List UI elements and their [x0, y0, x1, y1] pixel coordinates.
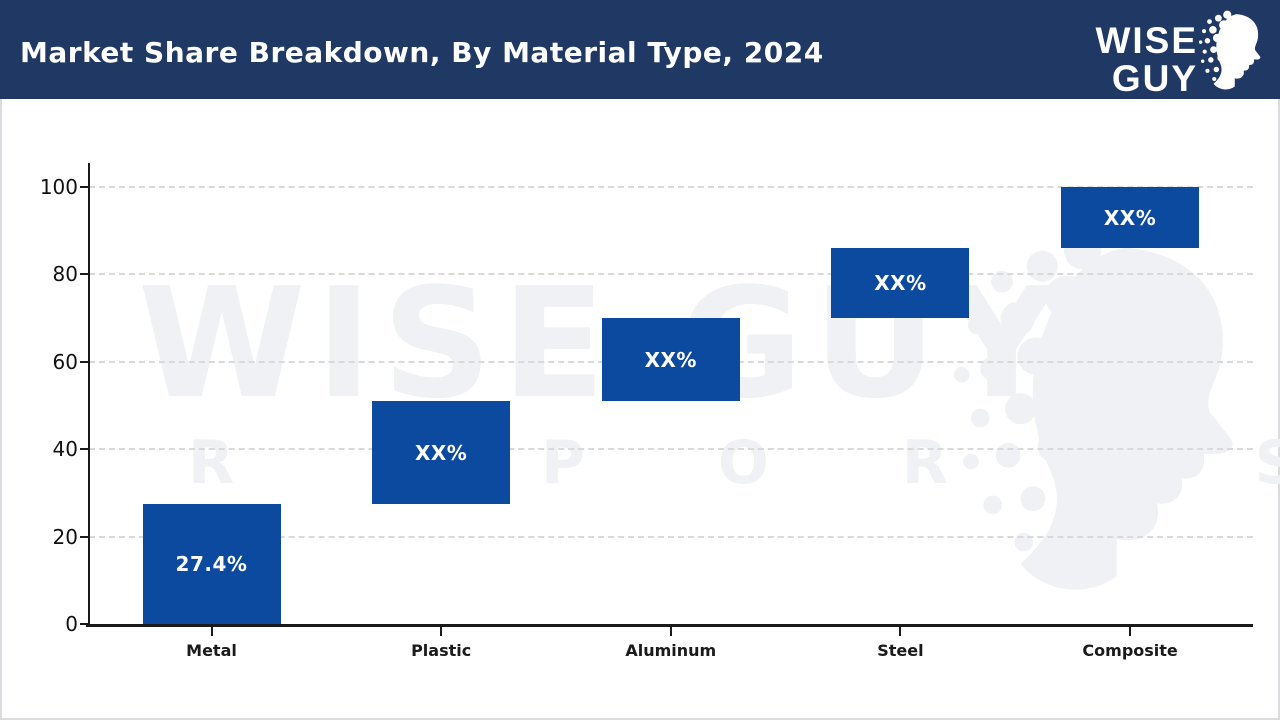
category-label-composite: Composite [1082, 641, 1178, 660]
x-tick-metal [210, 627, 213, 636]
bar-aluminum: XX% [601, 318, 740, 402]
logo-wordmark: WISE GUY [1095, 20, 1198, 99]
y-tick-label-60: 60 [52, 349, 78, 374]
logo-text: WISE GUY REPORTS [1006, 22, 1198, 116]
bar-steel: XX% [831, 248, 970, 319]
bar-value-label: XX% [1103, 205, 1157, 230]
header-bar: Market Share Breakdown, By Material Type… [0, 0, 1280, 115]
y-tick-0 [80, 623, 88, 625]
y-tick-20 [80, 535, 88, 538]
y-tick-label-0: 0 [65, 612, 78, 636]
bar-value-label: XX% [874, 271, 927, 296]
x-tick-plastic [440, 627, 443, 636]
x-axis-line [86, 624, 1253, 627]
x-tick-steel [899, 627, 902, 636]
y-tick-label-40: 40 [52, 437, 78, 462]
bar-value-label: XX% [414, 440, 468, 465]
category-label-metal: Metal [186, 641, 237, 660]
gridline-40 [89, 448, 1253, 451]
bar-value-label: XX% [644, 347, 697, 372]
y-tick-80 [80, 273, 88, 276]
wise-guy-logo: WISE GUY REPORTS [1006, 8, 1266, 115]
y-tick-40 [80, 448, 88, 451]
bar-value-label: 27.4% [175, 552, 248, 577]
gridline-80 [89, 273, 1253, 276]
logo-subtitle: REPORTS [1066, 100, 1196, 115]
gridline-100 [89, 186, 1253, 188]
y-tick-label-20: 20 [52, 524, 78, 549]
x-tick-composite [1129, 627, 1132, 636]
category-label-plastic: Plastic [411, 641, 472, 660]
x-tick-aluminum [669, 627, 672, 636]
category-label-aluminum: Aluminum [625, 641, 717, 660]
bar-metal: 27.4% [142, 504, 281, 624]
y-tick-label-100: 100 [39, 175, 78, 199]
y-tick-60 [80, 360, 88, 363]
category-label-steel: Steel [877, 641, 924, 660]
gridline-20 [89, 535, 1253, 538]
dotted-face-profile-icon [1198, 10, 1261, 90]
bar-plastic: XX% [372, 401, 511, 505]
y-axis-line [88, 163, 90, 627]
page-title: Market Share Breakdown, By Material Type… [20, 36, 824, 69]
y-tick-label-80: 80 [52, 262, 78, 287]
bar-composite: XX% [1061, 187, 1200, 249]
y-tick-100 [80, 186, 88, 188]
